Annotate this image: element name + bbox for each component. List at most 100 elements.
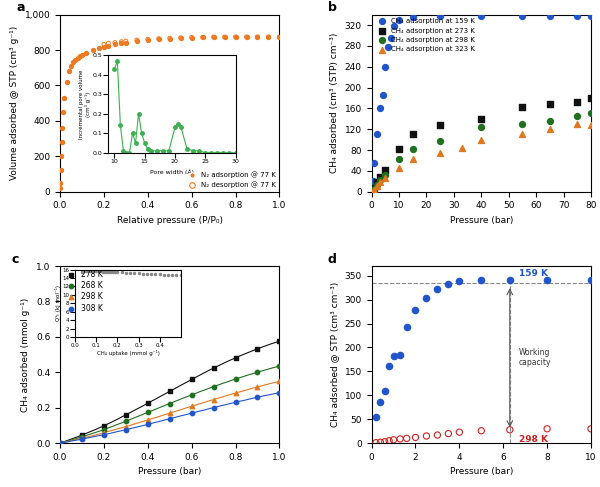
Point: [385, 437, 394, 445]
CH₄ adsorption at 273 K: [586, 94, 596, 102]
N₂ adsorption @ 77 K: [143, 36, 152, 44]
N₂ adsorption @ 77 K: [56, 179, 65, 187]
Point: [402, 323, 412, 331]
N₂ desorption @ 77 K: [220, 33, 229, 41]
Point: [476, 276, 486, 284]
Y-axis label: CH₄ adsorbed (mmol g⁻¹): CH₄ adsorbed (mmol g⁻¹): [22, 298, 31, 412]
N₂ desorption @ 77 K: [253, 33, 262, 41]
N₂ desorption @ 77 K: [187, 34, 196, 41]
298 K: [77, 434, 87, 442]
278 K: [99, 422, 109, 430]
308 K: [231, 398, 241, 406]
Legend: N₂ adsorption @ 77 K, N₂ desorption @ 77 K: N₂ adsorption @ 77 K, N₂ desorption @ 77…: [185, 171, 276, 188]
298 K: [121, 423, 131, 431]
N₂ adsorption @ 77 K: [121, 38, 131, 46]
Point: [433, 431, 442, 439]
N₂ desorption @ 77 K: [116, 38, 126, 46]
N₂ adsorption @ 77 K: [99, 43, 109, 51]
Text: c: c: [12, 253, 19, 265]
CH₄ adsorption at 273 K: [545, 100, 554, 108]
Point: [443, 430, 453, 437]
268 K: [231, 375, 241, 383]
308 K: [165, 415, 175, 423]
X-axis label: Pressure (bar): Pressure (bar): [449, 216, 513, 225]
CH₄ adsorption at 298 K: [572, 112, 582, 120]
CH₄ adsorption at 273 K: [380, 166, 390, 174]
Text: a: a: [16, 1, 25, 14]
Point: [389, 352, 398, 359]
Point: [586, 425, 596, 433]
CH₄ adsorption at 273 K: [408, 131, 418, 138]
Legend: 278 K, 268 K, 298 K, 308 K: 278 K, 268 K, 298 K, 308 K: [64, 270, 103, 313]
CH₄ adsorption at 273 K: [370, 184, 379, 191]
Point: [380, 387, 389, 394]
N₂ adsorption @ 77 K: [75, 53, 85, 60]
N₂ adsorption @ 77 K: [154, 36, 164, 43]
308 K: [187, 409, 196, 417]
N₂ adsorption @ 77 K: [95, 44, 104, 52]
CH₄ adsorption at 298 K: [394, 155, 404, 163]
268 K: [143, 409, 152, 416]
268 K: [55, 439, 65, 447]
N₂ adsorption @ 77 K: [231, 33, 241, 41]
CH₄ adsorption at 159 K: [389, 22, 398, 30]
CH₄ adsorption at 159 K: [436, 12, 445, 19]
308 K: [77, 435, 87, 443]
278 K: [121, 411, 131, 419]
278 K: [253, 345, 262, 353]
N₂ adsorption @ 77 K: [263, 33, 273, 41]
Point: [586, 276, 596, 284]
N₂ desorption @ 77 K: [165, 34, 175, 42]
N₂ adsorption @ 77 K: [62, 78, 71, 86]
278 K: [55, 439, 65, 447]
CH₄ adsorption at 159 K: [545, 12, 554, 19]
N₂ desorption @ 77 K: [103, 39, 113, 47]
Y-axis label: Volume adsorbed @ STP (cm³ g⁻¹): Volume adsorbed @ STP (cm³ g⁻¹): [10, 26, 19, 180]
N₂ adsorption @ 77 K: [56, 152, 66, 160]
CH₄ adsorption at 273 K: [436, 121, 445, 129]
Point: [505, 276, 515, 284]
CH₄ adsorption at 323 K: [436, 149, 445, 156]
CH₄ adsorption at 298 K: [476, 123, 486, 131]
N₂ adsorption @ 77 K: [73, 54, 82, 62]
CH₄ adsorption at 323 K: [394, 165, 404, 172]
Y-axis label: CH₄ adsorbed (cm³ (STP) cm⁻³): CH₄ adsorbed (cm³ (STP) cm⁻³): [330, 33, 339, 173]
268 K: [165, 400, 175, 408]
CH₄ adsorption at 298 K: [408, 145, 418, 153]
N₂ adsorption @ 77 K: [220, 33, 229, 41]
298 K: [187, 402, 196, 410]
N₂ adsorption @ 77 K: [71, 56, 80, 64]
268 K: [77, 433, 87, 441]
N₂ desorption @ 77 K: [242, 33, 251, 41]
X-axis label: Relative pressure (P/P₀): Relative pressure (P/P₀): [117, 216, 223, 225]
CH₄ adsorption at 159 K: [476, 12, 486, 19]
Point: [395, 351, 405, 358]
N₂ adsorption @ 77 K: [58, 124, 67, 132]
278 K: [165, 387, 175, 395]
N₂ desorption @ 77 K: [154, 35, 164, 42]
CH₄ adsorption at 159 K: [367, 185, 377, 193]
Point: [395, 435, 405, 443]
CH₄ adsorption at 159 K: [370, 159, 379, 167]
CH₄ adsorption at 298 K: [436, 137, 445, 145]
N₂ adsorption @ 77 K: [103, 42, 113, 50]
N₂ adsorption @ 77 K: [64, 67, 74, 75]
N₂ desorption @ 77 K: [275, 33, 284, 41]
N₂ adsorption @ 77 K: [253, 33, 262, 41]
298 K: [99, 429, 109, 437]
Point: [371, 413, 381, 421]
Point: [389, 436, 398, 444]
CH₄ adsorption at 159 K: [572, 12, 582, 19]
298 K: [55, 439, 65, 447]
N₂ adsorption @ 77 K: [176, 34, 185, 42]
N₂ adsorption @ 77 K: [59, 94, 69, 102]
N₂ adsorption @ 77 K: [275, 33, 284, 41]
CH₄ adsorption at 323 K: [372, 183, 382, 190]
Text: 159 K: 159 K: [518, 269, 548, 278]
N₂ adsorption @ 77 K: [77, 52, 87, 59]
CH₄ adsorption at 159 K: [586, 12, 596, 19]
268 K: [275, 362, 284, 370]
CH₄ adsorption at 323 K: [545, 125, 554, 133]
N₂ adsorption @ 77 K: [110, 40, 119, 48]
CH₄ adsorption at 323 K: [408, 155, 418, 163]
